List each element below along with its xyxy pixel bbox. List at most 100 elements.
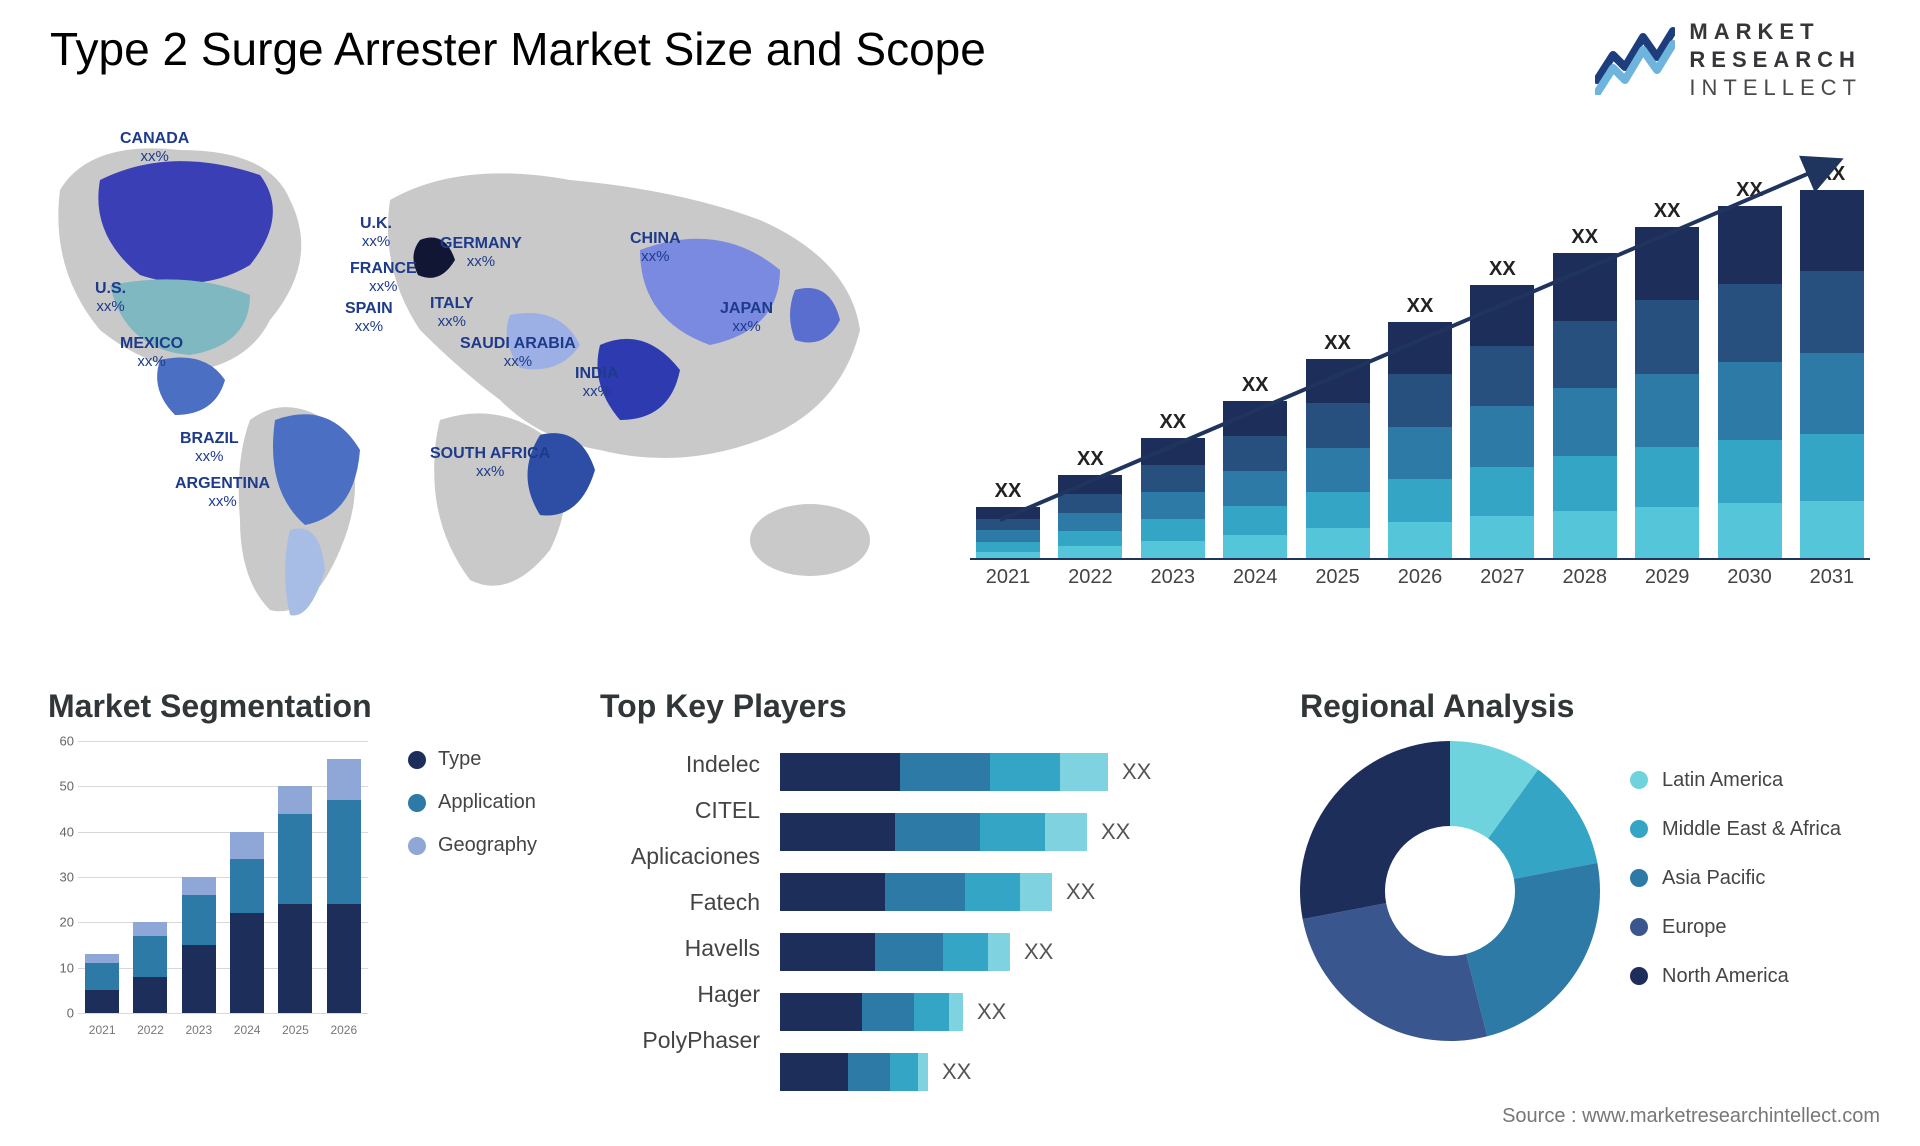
segmentation-bar [327,759,361,1013]
bar-value-label: XX [1101,819,1130,845]
x-tick-label: 2029 [1635,560,1699,600]
bar-segment [1306,403,1370,447]
x-tick-label: 2028 [1553,560,1617,600]
legend-swatch-icon [1630,820,1648,838]
bar-segment [1635,507,1699,560]
x-tick-label: 2026 [1388,560,1452,600]
segmentation-bar [182,877,216,1013]
bar-value-label: XX [1077,448,1104,471]
player-bar [780,1053,928,1091]
logo-text: MARKET RESEARCH INTELLECT [1689,18,1862,102]
bar-segment [1388,479,1452,522]
market-size-chart: XXXXXXXXXXXXXXXXXXXXXX 20212022202320242… [970,130,1870,600]
legend-swatch-icon [1630,918,1648,936]
x-tick-label: 2023 [182,1017,216,1041]
bar-segment [1635,374,1699,447]
player-bar [780,933,1010,971]
y-tick-label: 30 [48,870,74,885]
bar-segment [780,813,895,851]
bar-segment [1306,359,1370,403]
regional-donut-chart [1300,741,1600,1041]
key-players-section: Top Key Players IndelecCITELAplicaciones… [600,688,1250,1109]
bar-segment [895,813,980,851]
bar-segment [182,945,216,1013]
y-tick-label: 10 [48,960,74,975]
player-bar-row: XX [780,869,1250,915]
bar-segment [1718,362,1782,440]
bar-segment [1635,300,1699,373]
bar-segment [1718,284,1782,362]
regional-section: Regional Analysis Latin AmericaMiddle Ea… [1300,688,1880,1041]
bar-segment [1388,374,1452,426]
player-bar-row: XX [780,989,1250,1035]
bar-value-label: XX [1024,939,1053,965]
bar-segment [780,753,900,791]
map-label: BRAZILxx% [180,430,239,466]
bar-segment [1060,753,1108,791]
bar-segment [1553,253,1617,320]
bar-segment [780,1053,848,1091]
bar-segment [1470,406,1534,466]
bar-segment [1223,535,1287,560]
bar-segment [1141,465,1205,492]
key-players-chart: XXXXXXXXXXXX [780,741,1250,1109]
x-tick-label: 2023 [1141,560,1205,600]
bar-segment [780,993,862,1031]
bar-value-label: XX [995,480,1022,503]
bar-segment [85,963,119,990]
bar-segment [976,542,1040,552]
x-tick-label: 2030 [1718,560,1782,600]
bar-value-label: XX [977,999,1006,1025]
bar-value-label: XX [1066,879,1095,905]
key-players-list: IndelecCITELAplicacionesFatechHavellsHag… [600,741,760,1109]
map-label: ARGENTINAxx% [175,475,270,511]
legend-label: Application [438,791,536,814]
bar-segment [780,873,885,911]
bar-segment [988,933,1010,971]
bar-value-label: XX [1489,258,1516,281]
legend-item: Type [408,748,537,771]
legend-item: Application [408,791,537,814]
segmentation-bar [85,954,119,1013]
bar-segment [1141,519,1205,541]
bar-segment [976,519,1040,531]
bar-segment [1388,427,1452,479]
bar-segment [1635,447,1699,507]
bar-segment [862,993,914,1031]
bar-segment [1045,813,1087,851]
player-bar [780,873,1052,911]
segmentation-bar [230,832,264,1013]
map-label: U.K.xx% [360,215,392,251]
bar-segment [914,993,949,1031]
legend-swatch-icon [408,837,426,855]
bar-segment [327,759,361,800]
legend-label: Geography [438,834,537,857]
donut-hole [1385,826,1515,956]
bar-segment [965,873,1020,911]
legend-label: North America [1662,965,1789,988]
legend-item: Asia Pacific [1630,867,1841,890]
bar-segment [1553,321,1617,388]
legend-swatch-icon [1630,869,1648,887]
source-attribution: Source : www.marketresearchintellect.com [1502,1105,1880,1128]
y-tick-label: 60 [48,734,74,749]
bar-segment [890,1053,918,1091]
bar-segment [1058,513,1122,532]
bar-segment [133,936,167,977]
bar-segment [780,933,875,971]
player-name: Aplicaciones [600,833,760,879]
bar-segment [1800,434,1864,501]
bar-segment [327,800,361,904]
player-name: Fatech [600,879,760,925]
bar-segment [1141,438,1205,465]
bar-segment [1470,516,1534,560]
bar-segment [1470,346,1534,406]
bar-segment [949,993,963,1031]
y-tick-label: 0 [48,1006,74,1021]
y-tick-label: 50 [48,779,74,794]
bar-value-label: XX [1819,163,1846,186]
map-label: ITALYxx% [430,295,474,331]
map-label: CHINAxx% [630,230,681,266]
regional-legend: Latin AmericaMiddle East & AfricaAsia Pa… [1630,769,1841,1014]
bar-segment [918,1053,928,1091]
